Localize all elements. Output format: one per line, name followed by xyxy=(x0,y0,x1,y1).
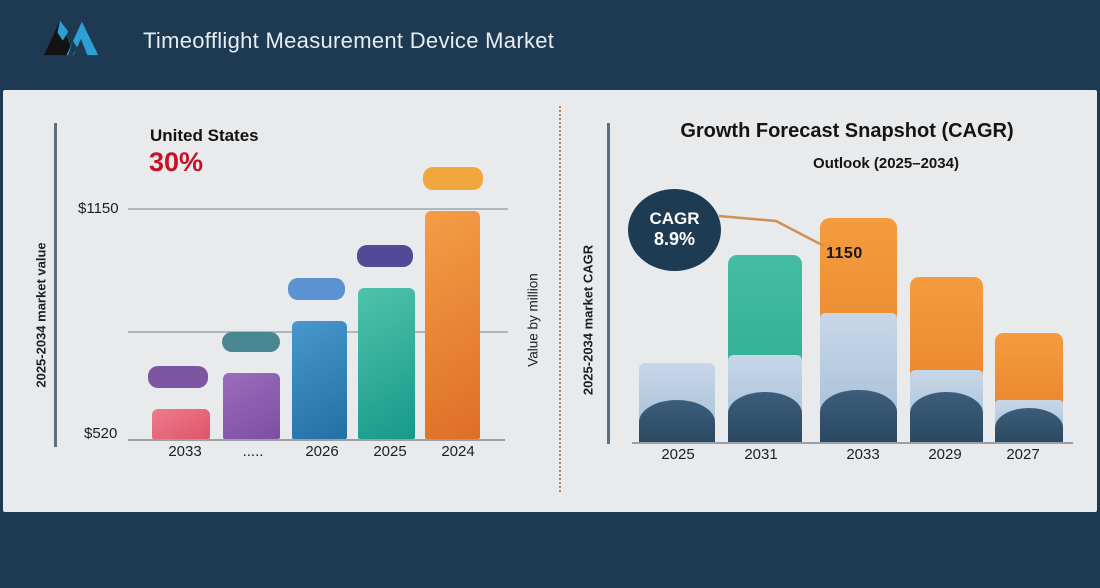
right-chart-title: Growth Forecast Snapshot (CAGR) xyxy=(680,120,1014,142)
left-bar-..... xyxy=(223,373,280,439)
right-x-label: 2031 xyxy=(744,446,778,463)
region-label: United States xyxy=(150,126,259,145)
left-bar-cap xyxy=(357,245,413,267)
y-tick-1150: $1150 xyxy=(78,200,119,217)
right-x-label: 2025 xyxy=(661,446,695,463)
left-y-axis xyxy=(54,123,57,447)
left-bar-cap xyxy=(288,278,345,300)
right-bar-segment-navy xyxy=(639,400,715,442)
left-right-axis-label: Value by million xyxy=(525,273,541,367)
cagr-badge-value: 8.9% xyxy=(653,229,696,250)
left-bar-2026 xyxy=(292,321,347,439)
left-x-label: ..... xyxy=(242,443,264,460)
right-x-label: 2029 xyxy=(928,446,962,463)
right-x-axis xyxy=(632,442,1073,444)
vertical-divider xyxy=(559,106,561,492)
left-bar-cap xyxy=(148,366,208,388)
right-y-axis xyxy=(607,123,610,444)
left-x-label: 2033 xyxy=(168,443,202,460)
ama-logo-icon xyxy=(43,20,99,56)
right-x-label: 2033 xyxy=(846,446,880,463)
right-x-label: 2027 xyxy=(1006,446,1040,463)
right-bar-segment-navy xyxy=(910,392,983,442)
footer-bar: @ All Market Analysis Snapshot GlobalTim… xyxy=(0,512,1100,588)
left-bar-2024 xyxy=(425,211,480,439)
left-y-axis-label: 2025-2034 market value xyxy=(33,242,49,388)
left-bar-2033 xyxy=(152,409,210,439)
cagr-badge: CAGR 8.9% xyxy=(628,189,721,271)
left-bar-cap xyxy=(222,332,280,352)
cagr-badge-label: CAGR xyxy=(649,209,700,228)
left-x-label: 2024 xyxy=(441,443,475,460)
highlight-percentage: 30% xyxy=(149,147,204,177)
left-x-label: 2026 xyxy=(305,443,339,460)
y-tick-520: $520 xyxy=(84,425,118,442)
header-bar: Timeofflight Measurement Device Market xyxy=(0,0,1100,90)
right-bar-segment-navy xyxy=(995,408,1063,442)
left-x-label: 2025 xyxy=(373,443,407,460)
gridline-1150 xyxy=(128,208,508,210)
left-x-axis xyxy=(128,439,505,441)
bar-value-annotation: 1150 xyxy=(826,245,863,262)
right-chart-subtitle: Outlook (2025–2034) xyxy=(813,155,959,172)
right-y-axis-label: 2025-2034 market CAGR xyxy=(580,244,596,396)
page-title: Timeofflight Measurement Device Market xyxy=(143,28,555,53)
left-bar-cap xyxy=(423,167,483,190)
right-bar-segment-navy xyxy=(820,390,897,442)
right-bar-segment-navy xyxy=(728,392,802,442)
left-bar-2025 xyxy=(358,288,415,439)
